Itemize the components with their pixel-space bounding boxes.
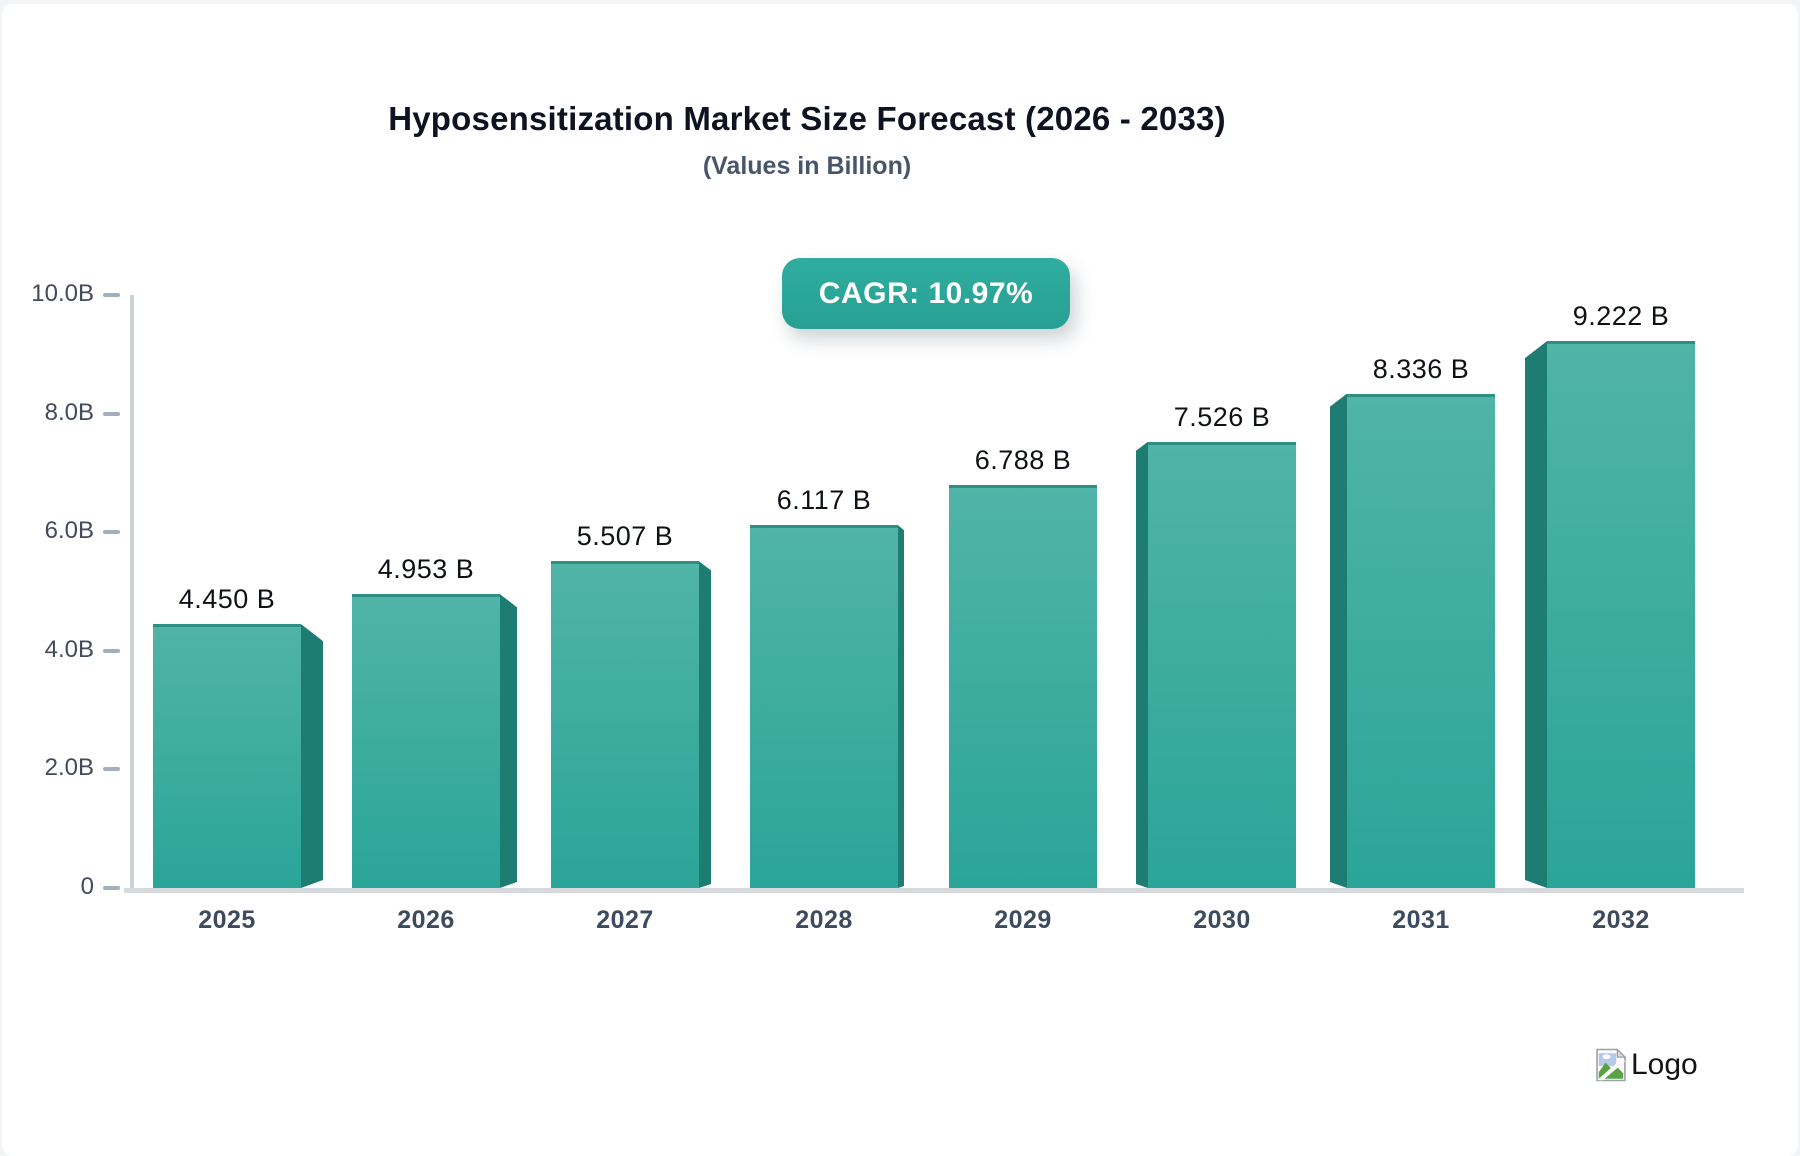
x-axis-label: 2026 xyxy=(397,906,455,934)
bar-value-label: 5.507 B xyxy=(576,521,674,552)
bar-value-label: 4.450 B xyxy=(178,584,276,615)
y-axis-tick xyxy=(103,411,120,416)
x-axis-label: 2025 xyxy=(198,906,256,934)
bar xyxy=(352,594,500,888)
x-axis-label: 2029 xyxy=(994,906,1052,934)
bar-side-facet xyxy=(1136,442,1148,888)
x-axis-label: 2030 xyxy=(1193,906,1251,934)
y-axis-label: 2.0B xyxy=(44,754,94,782)
y-axis-tick xyxy=(103,530,120,535)
bar xyxy=(1547,341,1695,888)
bar-value-label: 8.336 B xyxy=(1372,353,1470,384)
y-axis-label: 6.0B xyxy=(44,517,94,545)
y-axis-line xyxy=(130,295,134,888)
bar-side-facet xyxy=(898,525,904,888)
x-axis-baseline xyxy=(124,888,1744,893)
bar xyxy=(1148,441,1296,888)
y-axis-tick xyxy=(103,767,120,772)
x-axis-label: 2027 xyxy=(596,906,654,934)
logo-text: Logo xyxy=(1631,1048,1698,1081)
bar-side-facet xyxy=(1330,394,1347,888)
bar-chart: 0 2.0B 4.0B 6.0B 8.0B 10.0B 4.450 B 2025 4.953 B… xyxy=(2,4,1798,1156)
bar xyxy=(551,561,699,888)
y-axis-label: 8.0B xyxy=(44,398,94,426)
logo: Logo xyxy=(1592,1046,1698,1084)
cagr-badge-label: CAGR: 10.97% xyxy=(818,276,1034,310)
bar xyxy=(949,485,1097,888)
bar-value-label: 4.953 B xyxy=(377,554,475,585)
y-axis-tick xyxy=(103,293,120,297)
cagr-badge: CAGR: 10.97% xyxy=(782,258,1070,329)
y-axis-tick xyxy=(103,648,120,653)
bar xyxy=(750,525,898,888)
bar-value-label: 6.117 B xyxy=(776,485,872,516)
y-axis-label: 0 xyxy=(80,873,94,900)
y-axis-tick xyxy=(103,886,120,890)
chart-subtitle: (Values in Billion) xyxy=(702,152,912,180)
chart-title: Hyposensitization Market Size Forecast (… xyxy=(388,100,1226,137)
bar-side-facet xyxy=(1525,341,1547,888)
y-axis-label: 4.0B xyxy=(44,635,94,663)
bar-side-facet xyxy=(699,561,711,888)
bar xyxy=(153,624,301,888)
x-axis-label: 2032 xyxy=(1592,906,1650,934)
bar-side-facet xyxy=(301,624,323,888)
bar-value-label: 7.526 B xyxy=(1173,401,1271,432)
chart-card: Hyposensitization Market Size Forecast (… xyxy=(2,4,1798,1156)
x-axis-label: 2028 xyxy=(795,906,853,934)
broken-image-icon xyxy=(1596,1047,1627,1082)
bar-side-facet xyxy=(500,594,517,888)
bar xyxy=(1347,393,1495,888)
bar-value-label: 6.788 B xyxy=(974,445,1072,476)
y-axis-label: 10.0B xyxy=(31,280,94,307)
bar-value-label: 9.222 B xyxy=(1572,301,1670,332)
x-axis-label: 2031 xyxy=(1392,906,1450,934)
